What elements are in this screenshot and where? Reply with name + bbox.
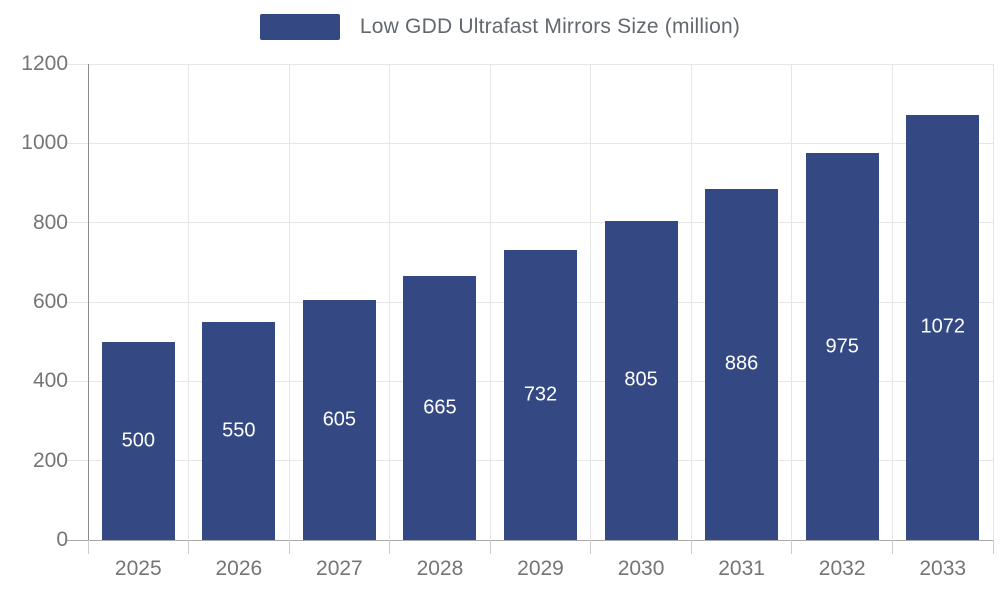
x-tick-label: 2026 — [215, 557, 263, 580]
x-axis-tick — [690, 540, 692, 554]
y-tick-label: 800 — [32, 210, 68, 234]
bar-value-label: 605 — [322, 408, 357, 431]
bar-value-label: 500 — [121, 429, 155, 452]
bar-value-label: 1072 — [920, 315, 965, 338]
y-axis-line — [87, 64, 89, 540]
v-gridline — [992, 64, 994, 540]
plot-area: 0 200 400 600 800 1000 1200 500 2025 550 2026 605 20… — [21, 52, 994, 580]
v-gridline — [188, 64, 190, 540]
x-axis-line — [67, 539, 993, 541]
bar-2027: 605 — [302, 300, 376, 540]
h-gridline — [67, 142, 993, 144]
bar-2033: 1072 — [906, 114, 980, 540]
x-tick-label: 2030 — [617, 557, 665, 580]
x-tick-label: 2029 — [517, 557, 564, 580]
x-tick-label: 2027 — [316, 557, 363, 580]
y-tick-label: 1000 — [21, 131, 68, 155]
x-tick-label: 2032 — [818, 557, 866, 580]
x-tick-label: 2031 — [718, 557, 765, 580]
y-tick-label: 200 — [32, 448, 68, 472]
chart-legend: Low GDD Ultrafast Mirrors Size (million) — [0, 14, 1000, 40]
legend-label: Low GDD Ultrafast Mirrors Size (million) — [359, 15, 741, 38]
bar-2029: 732 — [504, 249, 577, 540]
v-gridline — [791, 64, 793, 540]
v-gridline — [690, 64, 692, 540]
x-tick-label: 2033 — [919, 557, 967, 580]
bar-2026: 550 — [202, 321, 276, 540]
bar-2030: 805 — [604, 220, 678, 540]
x-tick-label: 2028 — [416, 557, 464, 580]
x-axis-tick — [87, 540, 89, 554]
v-gridline — [590, 64, 592, 540]
v-gridline — [288, 64, 290, 540]
bar-2028: 665 — [403, 276, 477, 540]
bar-value-label: 732 — [523, 383, 558, 406]
bar-2025: 500 — [101, 341, 175, 540]
x-axis-tick — [992, 540, 994, 554]
v-gridline — [389, 64, 391, 540]
x-axis-tick — [791, 540, 793, 554]
y-tick-label: 0 — [56, 528, 68, 551]
bar-2031: 886 — [705, 188, 779, 540]
y-tick-label: 400 — [32, 369, 68, 393]
h-gridline — [67, 63, 993, 65]
v-gridline — [891, 64, 893, 540]
bar-2032: 975 — [805, 153, 879, 540]
bar-value-label: 975 — [825, 335, 859, 358]
y-tick-label: 600 — [32, 290, 68, 313]
x-axis-tick — [891, 540, 893, 554]
x-axis-tick — [489, 540, 491, 554]
x-axis-tick — [188, 540, 190, 554]
v-gridline — [489, 64, 491, 540]
legend-swatch-icon — [259, 14, 340, 40]
bar-value-label: 886 — [724, 352, 759, 375]
bar-value-label: 805 — [624, 368, 658, 391]
bar-value-label: 665 — [423, 396, 457, 419]
h-gridline — [67, 222, 993, 224]
x-tick-label: 2025 — [114, 557, 162, 580]
y-tick-label: 1200 — [21, 52, 68, 75]
x-axis-tick — [288, 540, 290, 554]
bar-value-label: 550 — [222, 419, 256, 442]
x-axis-tick — [590, 540, 592, 554]
x-axis-tick — [389, 540, 391, 554]
